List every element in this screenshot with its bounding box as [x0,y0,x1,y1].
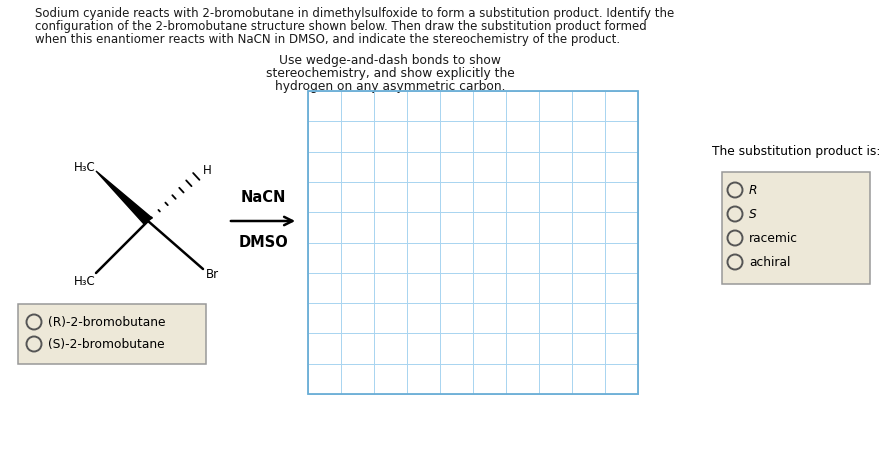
Bar [308,91,638,394]
Bar [722,172,870,284]
Text: stereochemistry, and show explicitly the: stereochemistry, and show explicitly the [266,67,514,80]
Text: racemic: racemic [749,232,798,244]
Text: DMSO: DMSO [238,235,288,250]
Text: Br: Br [206,267,219,280]
Text: hydrogen on any asymmetric carbon.: hydrogen on any asymmetric carbon. [274,80,505,93]
Text: H₃C: H₃C [74,160,95,174]
Text: NaCN: NaCN [241,190,286,205]
Text: achiral: achiral [749,256,790,268]
Text: (R)-2-bromobutane: (R)-2-bromobutane [48,316,166,328]
Text: The substitution product is:: The substitution product is: [712,145,880,158]
Text: H₃C: H₃C [74,274,95,287]
Bar [18,304,206,364]
Text: when this enantiomer reacts with NaCN in DMSO, and indicate the stereochemistry : when this enantiomer reacts with NaCN in… [35,33,620,46]
Text: H: H [203,164,212,176]
Text: Use wedge-and-dash bonds to show: Use wedge-and-dash bonds to show [279,54,501,67]
Text: R: R [749,183,757,197]
Polygon shape [96,171,152,224]
Text: (S)-2-bromobutane: (S)-2-bromobutane [48,338,165,350]
Text: configuration of the 2-bromobutane structure shown below. Then draw the substitu: configuration of the 2-bromobutane struc… [35,20,647,33]
Text: Sodium cyanide reacts with 2-bromobutane in dimethylsulfoxide to form a substitu: Sodium cyanide reacts with 2-bromobutane… [35,7,674,20]
Text: S: S [749,207,756,220]
Bar [308,91,638,394]
